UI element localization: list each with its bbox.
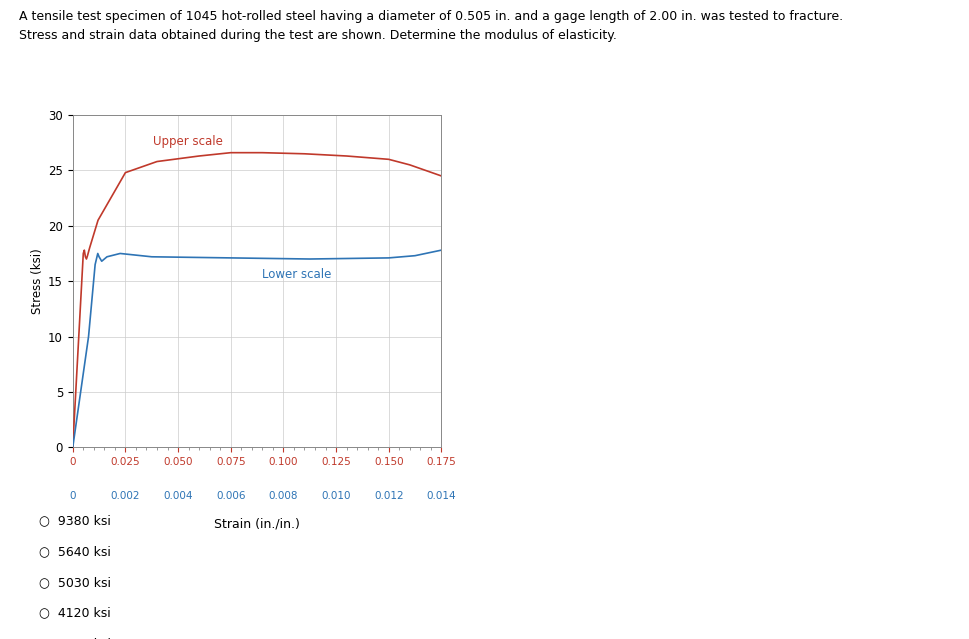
Text: 0.008: 0.008: [268, 491, 297, 501]
Text: 0.012: 0.012: [373, 491, 403, 501]
Text: Stress and strain data obtained during the test are shown. Determine the modulus: Stress and strain data obtained during t…: [19, 29, 616, 42]
Text: ○  4120 ksi: ○ 4120 ksi: [39, 606, 110, 619]
Text: Lower scale: Lower scale: [262, 268, 331, 281]
Text: 0.002: 0.002: [110, 491, 140, 501]
Text: Strain (in./in.): Strain (in./in.): [214, 518, 299, 530]
Text: ○  5030 ksi: ○ 5030 ksi: [39, 576, 110, 589]
Text: 0: 0: [70, 491, 76, 501]
Text: 0.014: 0.014: [426, 491, 455, 501]
Text: Upper scale: Upper scale: [153, 135, 223, 148]
Text: A tensile test specimen of 1045 hot-rolled steel having a diameter of 0.505 in. : A tensile test specimen of 1045 hot-roll…: [19, 10, 843, 22]
Y-axis label: Stress (ksi): Stress (ksi): [31, 249, 44, 314]
Text: 0.010: 0.010: [321, 491, 351, 501]
Text: ○  7900 ksi: ○ 7900 ksi: [39, 637, 110, 639]
Text: 0.006: 0.006: [216, 491, 245, 501]
Text: 0.004: 0.004: [163, 491, 193, 501]
Text: ○  9380 ksi: ○ 9380 ksi: [39, 514, 110, 527]
Text: ○  5640 ksi: ○ 5640 ksi: [39, 545, 110, 558]
